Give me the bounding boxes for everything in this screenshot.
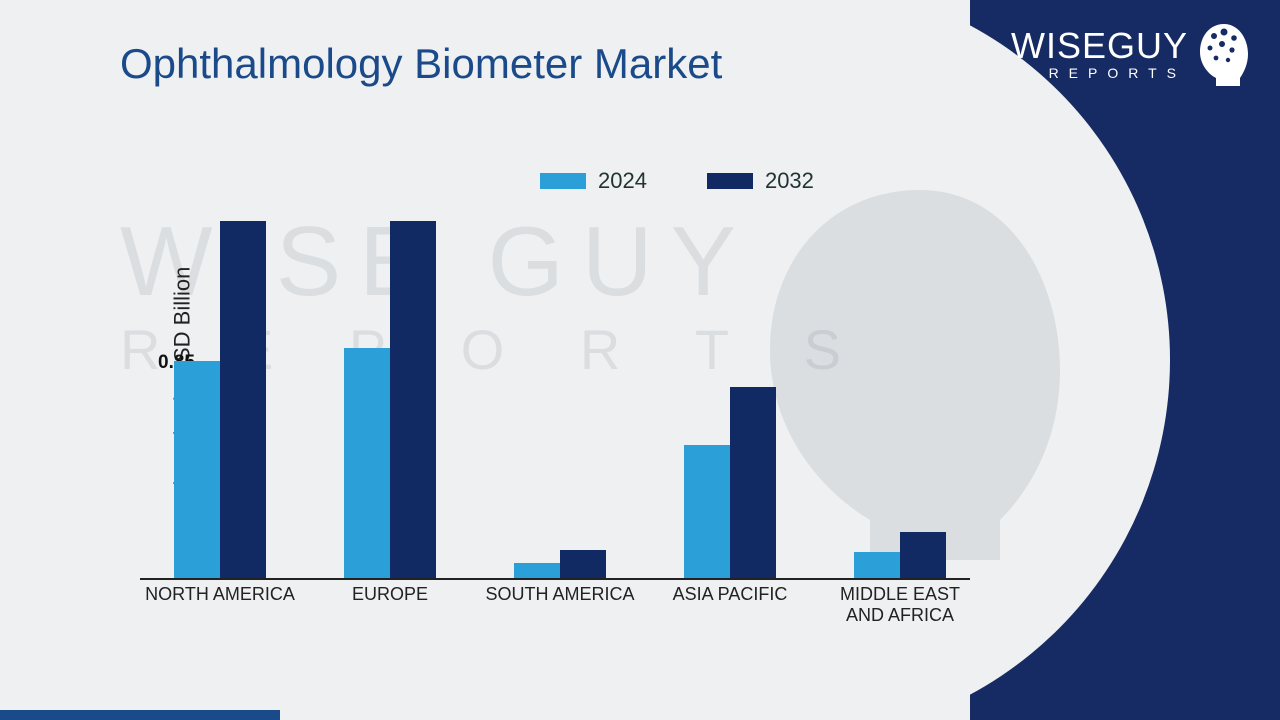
right-brand-panel	[970, 0, 1280, 720]
category-label: ASIA PACIFIC	[650, 578, 810, 605]
bar-group: EUROPE	[310, 221, 470, 578]
brand-head-icon	[1194, 22, 1250, 86]
legend-item-2024: 2024	[540, 168, 647, 194]
bar-2032	[560, 550, 606, 578]
legend-label-2032: 2032	[765, 168, 814, 194]
bar-2024	[344, 348, 390, 578]
legend-item-2032: 2032	[707, 168, 814, 194]
bar-2032	[900, 532, 946, 578]
bar-2032	[390, 221, 436, 578]
footer-accent-bar	[0, 710, 280, 720]
legend-swatch-2032	[707, 173, 753, 189]
bar-group: SOUTH AMERICA	[480, 550, 640, 578]
legend-label-2024: 2024	[598, 168, 647, 194]
bar-group: ASIA PACIFIC	[650, 387, 810, 578]
bar-2024	[174, 361, 220, 578]
bar-group: MIDDLE EAST AND AFRICA	[820, 532, 980, 578]
bar-2024	[514, 563, 560, 578]
category-label: NORTH AMERICA	[140, 578, 300, 605]
bar-group: NORTH AMERICA	[140, 221, 300, 578]
chart-area: Market Size in USD Billion 0.85 NORTH AM…	[100, 210, 970, 580]
category-label: SOUTH AMERICA	[480, 578, 640, 605]
plot-area: 0.85 NORTH AMERICAEUROPESOUTH AMERICAASI…	[140, 210, 970, 580]
legend-swatch-2024	[540, 173, 586, 189]
category-label: MIDDLE EAST AND AFRICA	[820, 578, 980, 625]
bar-2032	[730, 387, 776, 578]
legend: 2024 2032	[540, 168, 814, 194]
page-root: WISEGUY REPORTS Ophthalmology Biometer M…	[0, 0, 1280, 720]
chart-title: Ophthalmology Biometer Market	[120, 40, 722, 88]
bar-2024	[684, 445, 730, 578]
brand-logo: WISEGUY REPORTS	[990, 22, 1250, 86]
brand-sub: REPORTS	[1049, 66, 1186, 80]
category-label: EUROPE	[310, 578, 470, 605]
brand-main: WISEGUY	[1011, 28, 1188, 64]
bar-2024	[854, 552, 900, 578]
bar-2032	[220, 221, 266, 578]
